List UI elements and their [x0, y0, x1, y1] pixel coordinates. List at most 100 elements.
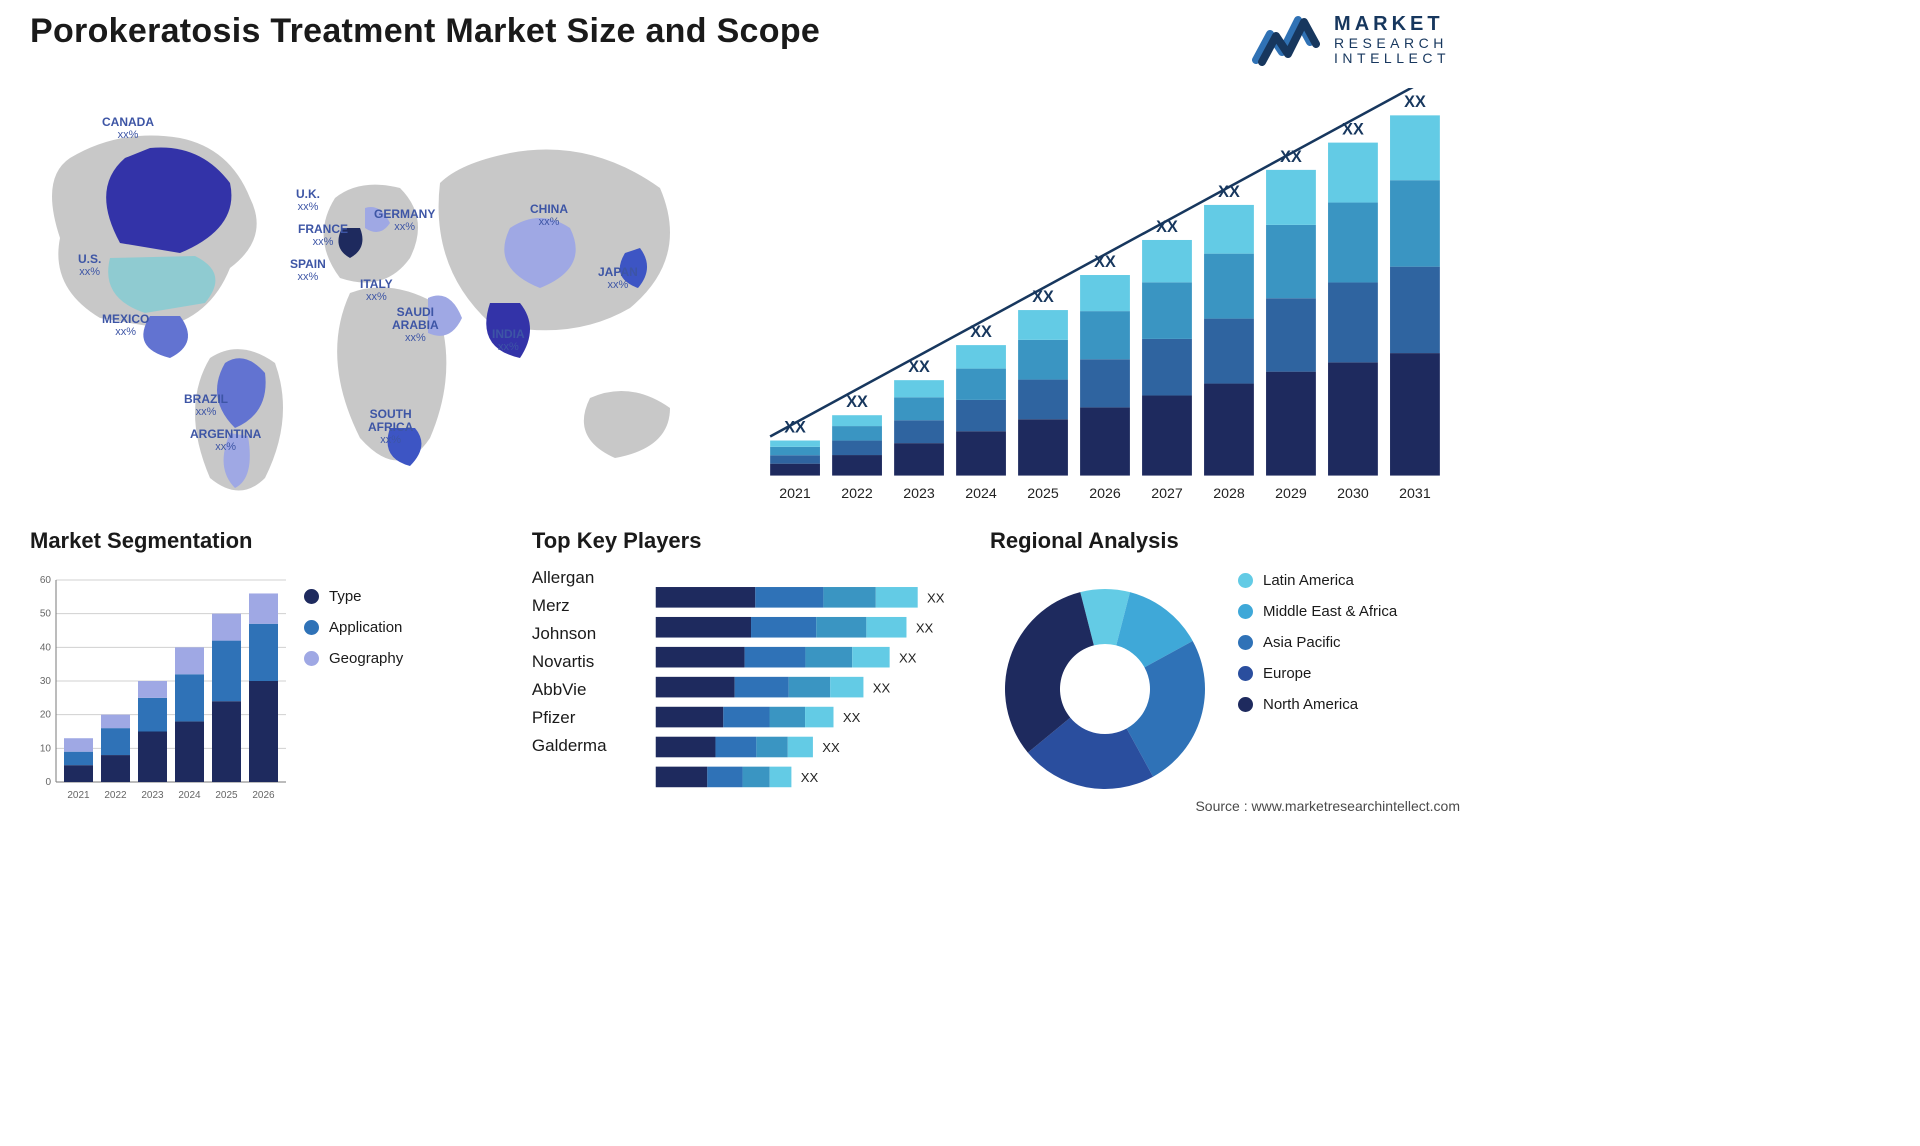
svg-text:2030: 2030 [1337, 486, 1369, 502]
segmentation-section: Market Segmentation 01020304050602021202… [30, 528, 512, 814]
svg-text:2022: 2022 [104, 790, 127, 801]
legend-label: North America [1263, 696, 1358, 713]
map-label: ITALYxx% [360, 278, 393, 303]
svg-text:XX: XX [846, 393, 868, 411]
main-chart-svg: XX 2021 XX 2022 XX 2023 XX 2024 XX 2025 XX 2026 XX 20… [760, 88, 1450, 508]
svg-text:XX: XX [899, 650, 917, 665]
map-label: JAPANxx% [598, 266, 638, 291]
legend-item: Geography [304, 650, 512, 667]
legend-label: Middle East & Africa [1263, 603, 1397, 620]
legend-item: Middle East & Africa [1238, 603, 1450, 620]
svg-text:XX: XX [873, 680, 891, 695]
legend-label: Asia Pacific [1263, 634, 1341, 651]
svg-text:2027: 2027 [1151, 486, 1183, 502]
source-caption: Source : www.marketresearchintellect.com [1195, 798, 1460, 814]
segmentation-legend: Type Application Geography [290, 564, 512, 814]
svg-text:XX: XX [1342, 120, 1364, 138]
svg-text:XX: XX [1094, 253, 1116, 271]
players-title: Top Key Players [532, 528, 970, 554]
map-label: U.S.xx% [78, 253, 101, 278]
legend-item: Europe [1238, 665, 1450, 682]
players-section: Top Key Players Allergan Merz Johnson Novar… [532, 528, 970, 814]
svg-text:2023: 2023 [141, 790, 164, 801]
svg-text:XX: XX [970, 323, 992, 341]
players-name-list: AllerganMerzJohnsonNovartisAbbViePfizerG… [532, 564, 652, 814]
svg-text:XX: XX [927, 590, 945, 605]
map-region-mexico [143, 316, 188, 358]
map-label: INDIAxx% [492, 328, 525, 353]
legend-label: Application [329, 619, 402, 636]
svg-text:2025: 2025 [1027, 486, 1059, 502]
svg-text:2024: 2024 [965, 486, 997, 502]
legend-swatch [304, 620, 319, 635]
players-chart: XXXXXXXXXXXXXX [652, 564, 970, 814]
map-label: ARGENTINAxx% [190, 428, 261, 453]
player-name: Pfizer [532, 708, 652, 728]
svg-text:2026: 2026 [252, 790, 275, 801]
svg-text:XX: XX [1218, 183, 1240, 201]
legend-swatch [1238, 573, 1253, 588]
legend-item: North America [1238, 696, 1450, 713]
svg-text:XX: XX [908, 358, 930, 376]
svg-text:XX: XX [801, 770, 819, 785]
map-label: FRANCExx% [298, 223, 348, 248]
player-name: Novartis [532, 652, 652, 672]
regional-section: Regional Analysis Latin AmericaMiddle Ea… [990, 528, 1450, 814]
player-name: AbbVie [532, 680, 652, 700]
svg-text:2021: 2021 [67, 790, 90, 801]
legend-label: Latin America [1263, 572, 1354, 589]
svg-text:2028: 2028 [1213, 486, 1245, 502]
legend-item: Latin America [1238, 572, 1450, 589]
legend-swatch [304, 651, 319, 666]
legend-item: Application [304, 619, 512, 636]
legend-item: Type [304, 588, 512, 605]
svg-text:2031: 2031 [1399, 486, 1431, 502]
player-name: Merz [532, 596, 652, 616]
svg-text:60: 60 [40, 575, 52, 586]
svg-text:XX: XX [1156, 218, 1178, 236]
svg-text:2022: 2022 [841, 486, 873, 502]
logo-text: MARKET RESEARCH INTELLECT [1334, 14, 1450, 66]
map-label: SPAINxx% [290, 258, 326, 283]
svg-text:XX: XX [843, 710, 861, 725]
bottom-row: Market Segmentation 01020304050602021202… [30, 528, 1450, 814]
page-root: Porokeratosis Treatment Market Size and … [0, 0, 1480, 822]
svg-text:40: 40 [40, 642, 52, 653]
map-label: CANADAxx% [102, 116, 154, 141]
svg-text:XX: XX [1032, 288, 1054, 306]
map-label: SOUTHAFRICAxx% [368, 408, 413, 446]
top-row: CANADAxx% U.S.xx% MEXICOxx% BRAZILxx% ARGENT… [30, 88, 1450, 508]
player-name: Allergan [532, 568, 652, 588]
legend-item: Asia Pacific [1238, 634, 1450, 651]
regional-legend: Latin America Middle East & Africa Asia Pa… [1220, 564, 1450, 814]
map-label: MEXICOxx% [102, 313, 149, 338]
svg-text:XX: XX [916, 620, 934, 635]
svg-text:2025: 2025 [215, 790, 238, 801]
map-label: U.K.xx% [296, 188, 320, 213]
header: Porokeratosis Treatment Market Size and … [30, 12, 1450, 84]
svg-text:XX: XX [784, 418, 806, 436]
svg-text:2026: 2026 [1089, 486, 1121, 502]
svg-text:20: 20 [40, 710, 52, 721]
page-title: Porokeratosis Treatment Market Size and … [30, 12, 820, 51]
legend-swatch [1238, 697, 1253, 712]
svg-text:XX: XX [1280, 148, 1302, 166]
svg-text:2023: 2023 [903, 486, 935, 502]
svg-text:2021: 2021 [779, 486, 811, 502]
map-label: CHINAxx% [530, 203, 568, 228]
svg-text:50: 50 [40, 609, 52, 620]
legend-label: Type [329, 588, 362, 605]
brand-logo: MARKET RESEARCH INTELLECT [1252, 12, 1450, 68]
regional-donut-chart [995, 579, 1215, 799]
legend-label: Europe [1263, 665, 1311, 682]
player-name: Johnson [532, 624, 652, 644]
map-label: SAUDIARABIAxx% [392, 306, 439, 344]
world-map-panel: CANADAxx% U.S.xx% MEXICOxx% BRAZILxx% ARGENT… [30, 88, 730, 508]
map-label: BRAZILxx% [184, 393, 228, 418]
legend-swatch [1238, 635, 1253, 650]
svg-text:30: 30 [40, 676, 52, 687]
svg-text:XX: XX [1404, 93, 1426, 111]
legend-swatch [304, 589, 319, 604]
svg-text:2029: 2029 [1275, 486, 1307, 502]
legend-swatch [1238, 666, 1253, 681]
